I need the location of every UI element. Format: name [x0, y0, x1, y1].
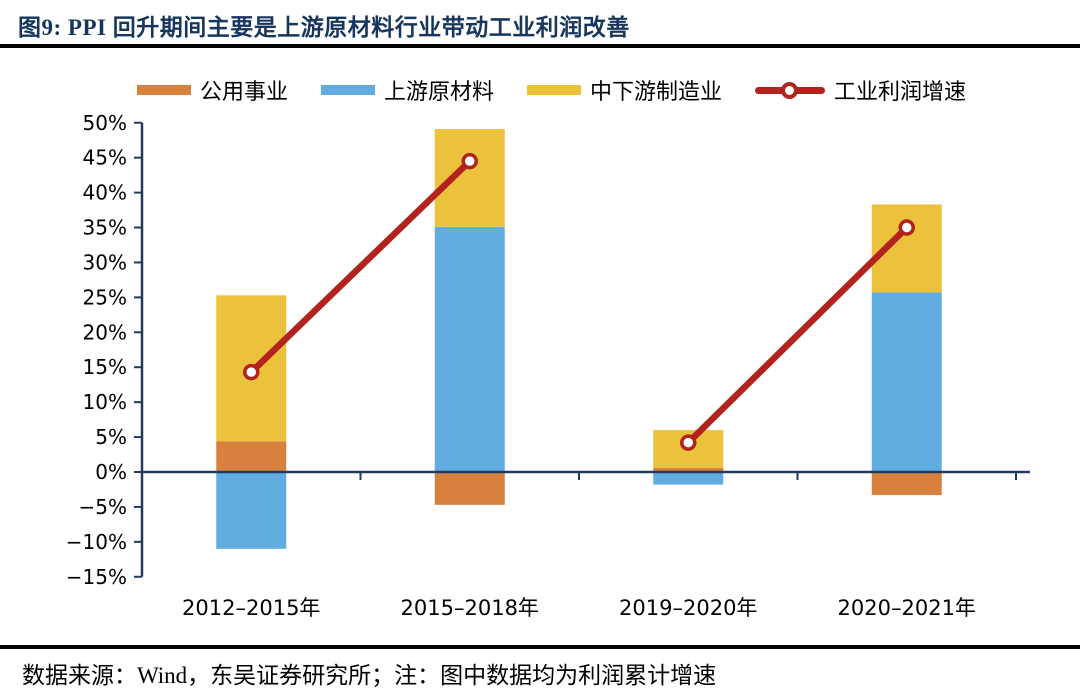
line-marker-icon: [755, 81, 826, 99]
y-axis-tick-label: 50%: [83, 111, 127, 135]
y-axis-tick-label: 20%: [83, 320, 127, 344]
x-axis-category-label: 2020–2021年: [838, 596, 976, 620]
y-axis-tick-label: 5%: [95, 425, 127, 449]
y-axis-tick-label: −15%: [66, 565, 127, 589]
y-axis-tick-label: 45%: [83, 146, 127, 170]
bar-segment: [434, 226, 505, 472]
line-glyph-dot: [781, 81, 799, 99]
bar-segment: [871, 472, 942, 496]
x-axis-category-label: 2015–2018年: [401, 596, 539, 620]
upstream-materials-swatch-icon: [321, 85, 376, 95]
legend-item-upstream-materials: 上游原材料: [321, 74, 494, 106]
line-data-marker: [461, 152, 478, 170]
y-axis-tick-label: 25%: [83, 285, 127, 309]
footer-divider-rule: [0, 645, 1080, 649]
legend-label-utilities: 公用事业: [200, 79, 289, 104]
legend-label-mid-downstream: 中下游制造业: [590, 79, 723, 104]
x-axis-category-label: 2019–2020年: [619, 596, 757, 620]
y-axis-tick-label: 35%: [83, 216, 127, 240]
y-axis-tick-label: 15%: [83, 355, 127, 379]
y-axis-tick-label: 40%: [83, 181, 127, 205]
bar-segment: [653, 472, 724, 485]
bar-segment: [434, 472, 505, 505]
utilities-swatch-icon: [137, 85, 191, 95]
line-data-marker: [680, 434, 697, 451]
profit-growth-line: [685, 224, 910, 446]
bar-segment: [871, 292, 942, 472]
y-axis-tick-label: −5%: [79, 495, 128, 519]
y-axis-tick-label: 30%: [83, 250, 127, 274]
legend-label-profit-growth: 工业利润增速: [834, 79, 967, 104]
chart-legend: 公用事业 上游原材料 中下游制造业 工业利润增速: [137, 74, 966, 106]
legend-label-upstream-materials: 上游原材料: [384, 79, 495, 104]
figure-title: 图9: PPI 回升期间主要是上游原材料行业带动工业利润改善: [18, 15, 630, 40]
y-axis-tick-label: −10%: [66, 530, 127, 554]
line-data-marker: [898, 219, 915, 236]
bar-segment: [216, 441, 287, 472]
title-divider-rule: [0, 44, 1080, 48]
x-axis-category-label: 2012–2015年: [182, 596, 320, 620]
data-source-note: 数据来源：Wind，东吴证券研究所；注：图中数据均为利润累计增速: [22, 663, 717, 688]
y-axis-tick-label: 10%: [83, 390, 127, 414]
bar-segment: [434, 129, 505, 227]
mid-downstream-swatch-icon: [527, 85, 582, 95]
y-axis-tick-label: 0%: [95, 460, 127, 484]
profit-growth-line: [248, 157, 473, 376]
bar-segment: [216, 472, 287, 549]
line-data-marker: [243, 363, 260, 381]
legend-item-utilities: 公用事业: [137, 74, 288, 106]
legend-item-profit-growth-line: 工业利润增速: [755, 74, 966, 106]
bar-segment: [653, 467, 724, 472]
legend-item-mid-downstream-manufacturing: 中下游制造业: [527, 74, 722, 106]
